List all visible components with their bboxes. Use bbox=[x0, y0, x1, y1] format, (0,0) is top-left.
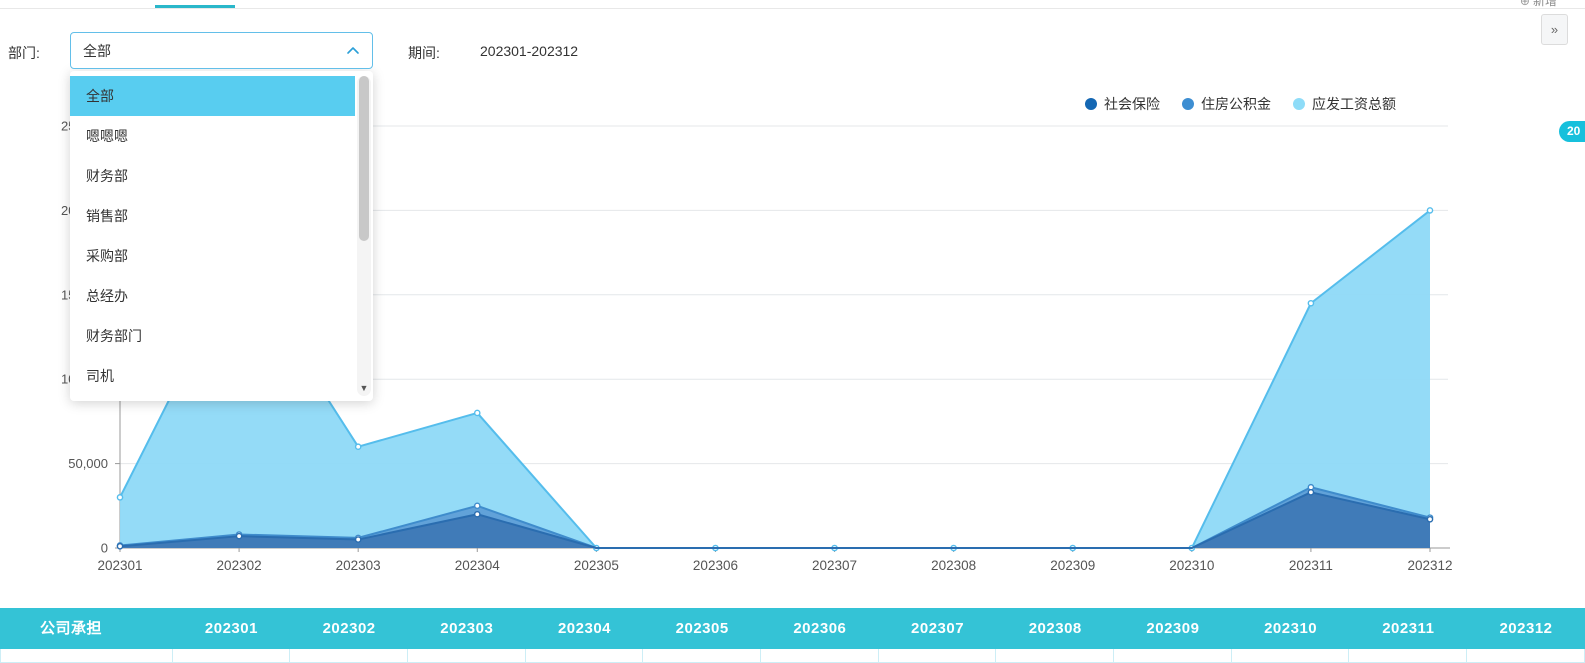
plus-circle-icon: ⊕ bbox=[1519, 0, 1530, 8]
svg-text:202308: 202308 bbox=[931, 558, 976, 573]
scrollbar-thumb[interactable] bbox=[359, 76, 369, 241]
legend-label: 社会保险 bbox=[1104, 96, 1160, 112]
table-header-row: 公司承担 202301 202302 202303 202304 202305 202306… bbox=[0, 608, 1585, 649]
svg-text:202312: 202312 bbox=[1407, 558, 1452, 573]
table-header-month: 202306 bbox=[793, 620, 847, 637]
table-header-month: 202304 bbox=[557, 620, 612, 637]
department-select-value: 全部 bbox=[83, 42, 111, 59]
svg-text:202302: 202302 bbox=[217, 558, 262, 573]
dropdown-item-财务部[interactable]: 财务部 bbox=[86, 168, 128, 184]
table-header-month: 202308 bbox=[1028, 620, 1082, 637]
dropdown-item-财务部门[interactable]: 财务部门 bbox=[86, 328, 142, 344]
panel-expand-button[interactable]: » bbox=[1541, 14, 1568, 45]
svg-text:0: 0 bbox=[101, 541, 108, 556]
table-header-month: 202307 bbox=[911, 620, 965, 637]
legend-dot-icon bbox=[1085, 98, 1097, 110]
svg-text:202309: 202309 bbox=[1050, 558, 1095, 573]
table-header-month: 202309 bbox=[1146, 620, 1200, 637]
department-select[interactable]: 全部 bbox=[70, 32, 373, 69]
department-label: 部门: bbox=[8, 45, 40, 61]
dropdown-item-嗯嗯嗯[interactable]: 嗯嗯嗯 bbox=[86, 128, 128, 144]
period-label: 期间: bbox=[408, 45, 440, 61]
svg-text:50,000: 50,000 bbox=[68, 456, 108, 471]
edge-date-badge: 20 bbox=[1559, 121, 1585, 142]
svg-text:202307: 202307 bbox=[812, 558, 857, 573]
dropdown-list: 全部嗯嗯嗯财务部销售部采购部总经办财务部门司机 bbox=[70, 76, 373, 396]
dropdown-item-总经办[interactable]: 总经办 bbox=[86, 288, 128, 304]
dropdown-item-采购部[interactable]: 采购部 bbox=[86, 248, 128, 264]
chevron-up-icon bbox=[347, 46, 359, 54]
scroll-down-arrow-icon[interactable]: ▼ bbox=[359, 383, 369, 393]
active-tab-indicator[interactable] bbox=[155, 5, 235, 8]
filter-row: 部门: 全部 期间: 202301-202312 bbox=[0, 30, 1585, 72]
top-tab-bar: ⊕ 新增 bbox=[0, 0, 1585, 9]
svg-text:202306: 202306 bbox=[693, 558, 738, 573]
svg-text:202310: 202310 bbox=[1169, 558, 1214, 573]
chart-legend: 社会保险 住房公积金 应发工资总额 bbox=[1085, 94, 1396, 114]
dropdown-item-销售部[interactable]: 销售部 bbox=[86, 208, 128, 224]
legend-item-住房公积金[interactable]: 住房公积金 bbox=[1182, 94, 1271, 114]
table-header-month: 202301 bbox=[204, 620, 258, 637]
legend-dot-icon bbox=[1293, 98, 1305, 110]
table-header-month: 202310 bbox=[1264, 620, 1318, 637]
dropdown-item-全部[interactable]: 全部 bbox=[70, 76, 355, 116]
svg-text:202311: 202311 bbox=[1289, 558, 1333, 573]
table-header-month: 202312 bbox=[1499, 620, 1553, 637]
legend-label: 住房公积金 bbox=[1201, 96, 1271, 112]
dropdown-item-司机[interactable]: 司机 bbox=[86, 368, 114, 384]
table-header-company-burden: 公司承担 bbox=[40, 620, 103, 637]
table-header-month: 202311 bbox=[1382, 620, 1435, 637]
table-header-month: 202303 bbox=[440, 620, 494, 637]
legend-label: 应发工资总额 bbox=[1312, 96, 1396, 112]
legend-item-应发工资总额[interactable]: 应发工资总额 bbox=[1293, 94, 1396, 114]
top-action-label: 新增 bbox=[1532, 0, 1557, 8]
top-action-button[interactable]: ⊕ 新增 bbox=[1520, 0, 1557, 9]
period-value: 202301-202312 bbox=[480, 43, 579, 59]
table-header-month: 202305 bbox=[675, 620, 729, 637]
svg-text:202301: 202301 bbox=[97, 558, 142, 573]
legend-dot-icon bbox=[1182, 98, 1194, 110]
svg-text:202304: 202304 bbox=[455, 558, 501, 573]
dropdown-scrollbar[interactable]: ▼ bbox=[357, 76, 371, 396]
department-dropdown: 全部嗯嗯嗯财务部销售部采购部总经办财务部门司机 ▼ bbox=[70, 71, 373, 401]
svg-text:202303: 202303 bbox=[336, 558, 381, 573]
legend-item-社会保险[interactable]: 社会保险 bbox=[1085, 94, 1160, 114]
table-header-month: 202302 bbox=[322, 620, 376, 637]
svg-text:202305: 202305 bbox=[574, 558, 619, 573]
company-burden-table: 公司承担 202301 202302 202303 202304 202305 202306… bbox=[0, 608, 1585, 663]
